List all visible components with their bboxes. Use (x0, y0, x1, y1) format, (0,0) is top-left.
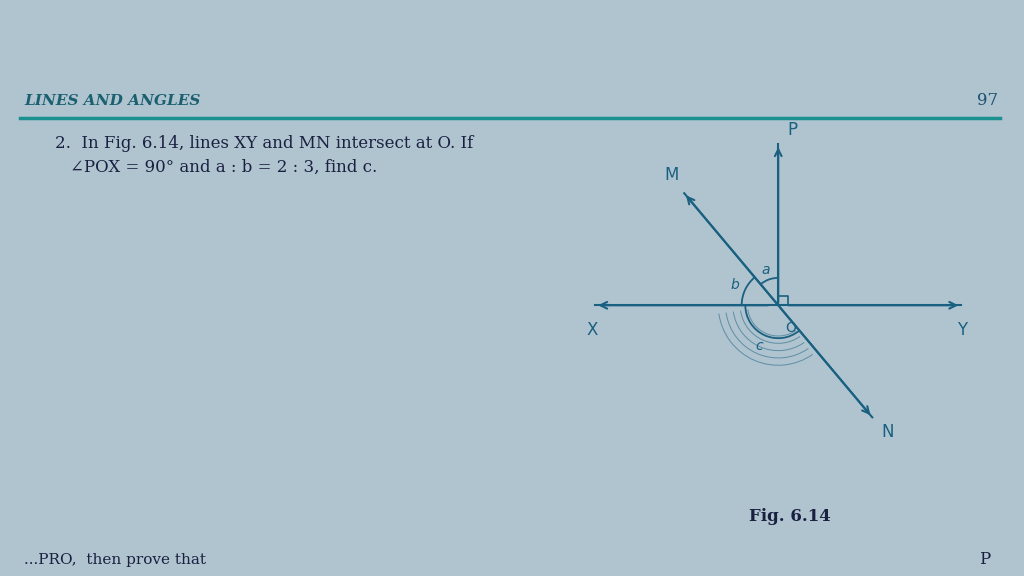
Text: P: P (979, 551, 990, 568)
Text: c: c (756, 339, 763, 354)
Text: Y: Y (957, 321, 968, 339)
Text: P: P (787, 120, 797, 138)
Text: a: a (761, 263, 769, 276)
Text: X: X (586, 321, 597, 339)
Text: 97: 97 (977, 92, 998, 109)
Text: M: M (664, 166, 678, 184)
Text: O: O (785, 321, 797, 335)
Text: N: N (881, 423, 894, 441)
Text: ∠POX = 90° and a : b = 2 : 3, find c.: ∠POX = 90° and a : b = 2 : 3, find c. (70, 159, 377, 176)
Text: 2.  In Fig. 6.14, lines XY and MN intersect at O. If: 2. In Fig. 6.14, lines XY and MN interse… (55, 135, 473, 152)
Text: b: b (731, 278, 739, 292)
Text: ...PRO,  then prove that: ...PRO, then prove that (24, 553, 206, 567)
Text: Fig. 6.14: Fig. 6.14 (750, 508, 830, 525)
Text: LINES AND ANGLES: LINES AND ANGLES (24, 94, 201, 108)
